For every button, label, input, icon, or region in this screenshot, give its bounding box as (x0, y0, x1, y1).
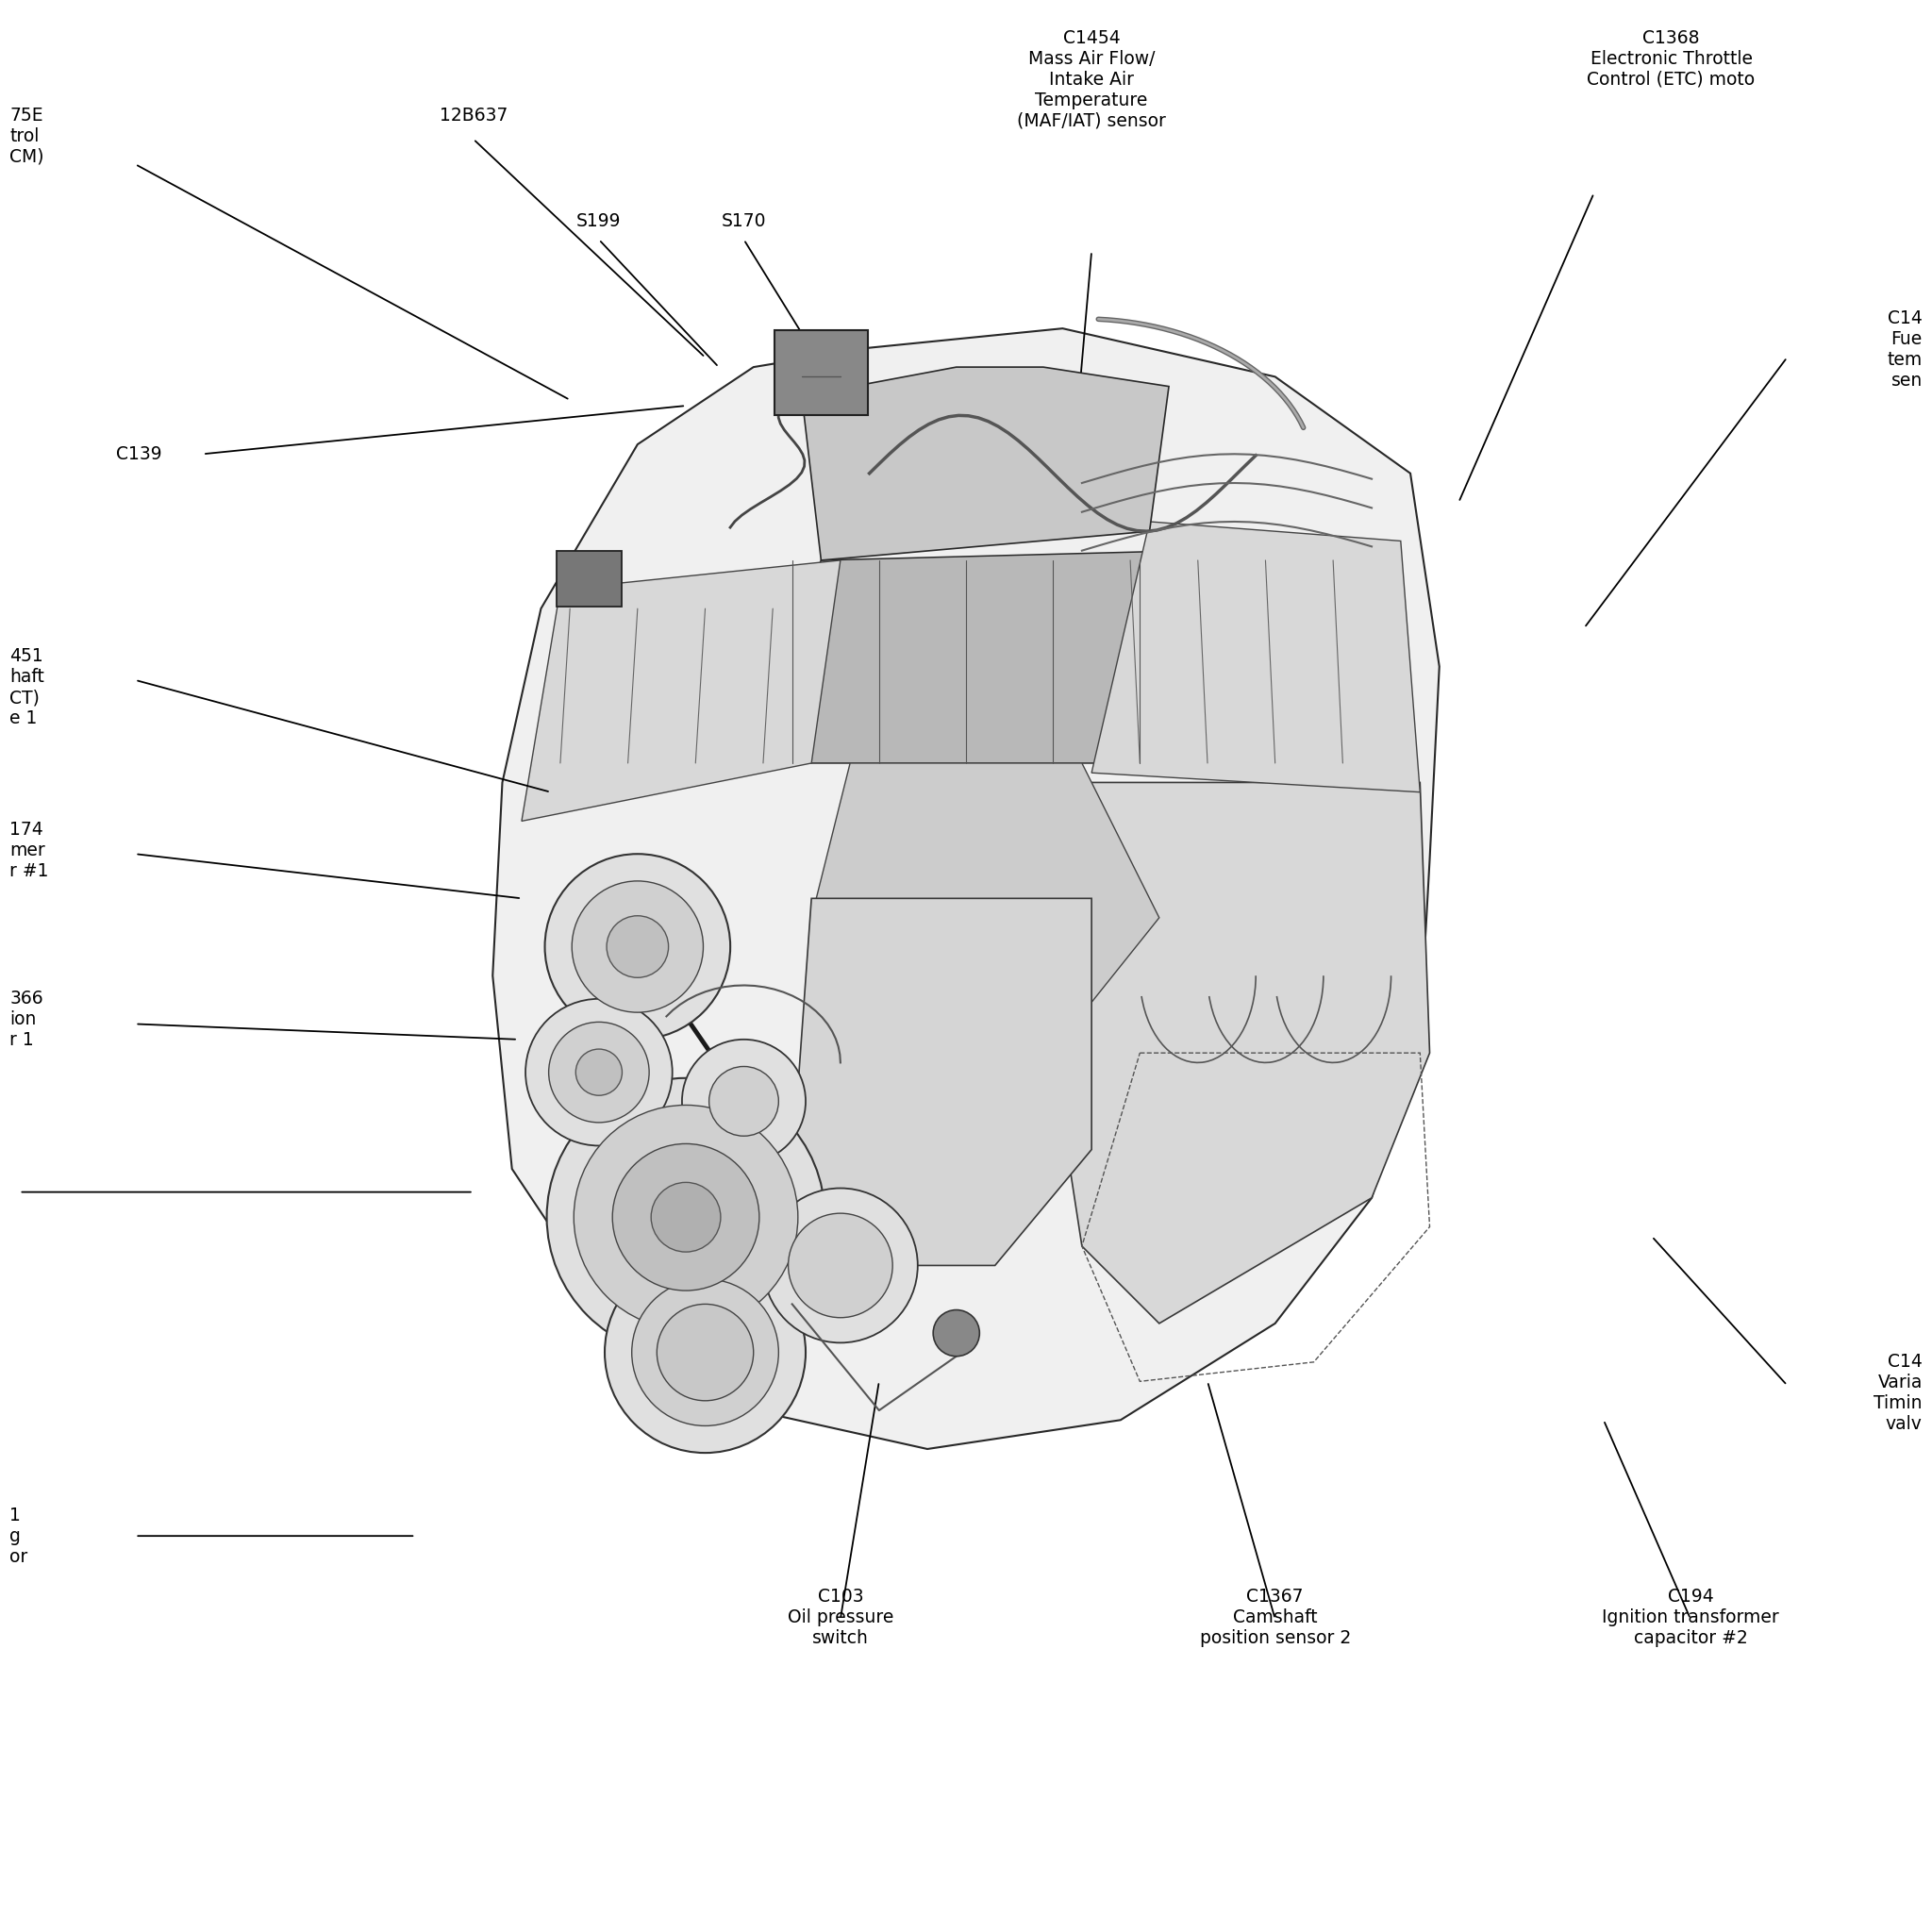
Text: C103
Oil pressure
switch: C103 Oil pressure switch (788, 1588, 893, 1648)
Text: 366
ion
r 1: 366 ion r 1 (10, 989, 43, 1049)
FancyBboxPatch shape (556, 551, 622, 607)
Text: 75E
trol
CM): 75E trol CM) (10, 106, 44, 166)
Circle shape (788, 1213, 893, 1318)
Circle shape (526, 999, 672, 1146)
Text: C1454
Mass Air Flow/
Intake Air
Temperature
(MAF/IAT) sensor: C1454 Mass Air Flow/ Intake Air Temperat… (1016, 29, 1167, 129)
Circle shape (547, 1078, 825, 1356)
Text: S199: S199 (576, 213, 622, 230)
Text: C194
Ignition transformer
capacitor #2: C194 Ignition transformer capacitor #2 (1602, 1588, 1779, 1648)
Text: C1367
Camshaft
position sensor 2: C1367 Camshaft position sensor 2 (1200, 1588, 1350, 1648)
Polygon shape (811, 763, 1159, 1014)
Polygon shape (522, 560, 840, 821)
Polygon shape (1092, 522, 1420, 792)
Text: C14
Fue
tem
sen: C14 Fue tem sen (1888, 309, 1922, 390)
Circle shape (651, 1182, 721, 1252)
Circle shape (682, 1039, 806, 1163)
Polygon shape (802, 367, 1169, 560)
Polygon shape (792, 898, 1092, 1265)
Circle shape (574, 1105, 798, 1329)
Circle shape (632, 1279, 779, 1426)
FancyBboxPatch shape (775, 330, 867, 415)
Text: 451
haft
CT)
e 1: 451 haft CT) e 1 (10, 647, 44, 728)
Polygon shape (1043, 782, 1430, 1323)
Circle shape (612, 1144, 759, 1291)
Circle shape (657, 1304, 753, 1401)
Text: C139: C139 (116, 444, 162, 464)
Text: C1368
Electronic Throttle
Control (ETC) moto: C1368 Electronic Throttle Control (ETC) … (1588, 29, 1754, 89)
Polygon shape (493, 328, 1439, 1449)
Circle shape (605, 1252, 806, 1453)
Text: 1
g
or: 1 g or (10, 1507, 27, 1567)
Circle shape (933, 1310, 980, 1356)
Polygon shape (734, 551, 1198, 763)
Circle shape (545, 854, 730, 1039)
Text: 12B637: 12B637 (439, 106, 508, 124)
Text: 174
mer
r #1: 174 mer r #1 (10, 821, 48, 881)
Circle shape (549, 1022, 649, 1122)
Circle shape (572, 881, 703, 1012)
Circle shape (576, 1049, 622, 1095)
Circle shape (607, 916, 668, 978)
Circle shape (763, 1188, 918, 1343)
Text: C14
Varia
Timin
valv: C14 Varia Timin valv (1874, 1352, 1922, 1434)
Text: S170: S170 (721, 213, 767, 230)
Circle shape (709, 1066, 779, 1136)
